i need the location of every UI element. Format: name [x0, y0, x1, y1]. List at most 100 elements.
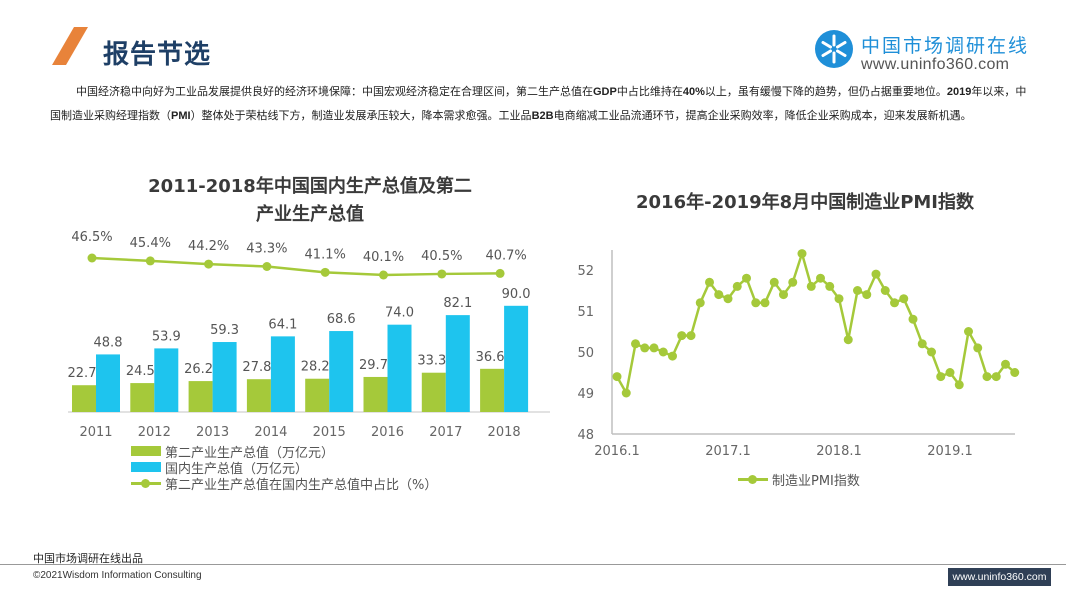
pmi-point [871, 269, 881, 279]
share-value-label: 40.1% [363, 250, 404, 265]
accent-slash-icon [52, 27, 88, 65]
share-point [87, 253, 97, 263]
bar-value-label: 29.7 [359, 358, 388, 373]
legend-item-secondary-industry: 第二产业生产总值（万亿元） [131, 443, 437, 461]
x-tick-label: 2016.1 [594, 444, 640, 459]
share-point [437, 269, 447, 279]
intro-paragraph: 中国经济稳中向好为工业品发展提供良好的经济环境保障：中国宏观经济稳定在合理区间，… [50, 85, 1027, 122]
pmi-point [788, 277, 798, 287]
pmi-point [1001, 359, 1010, 369]
bar-gdp [504, 305, 529, 412]
bar-gdp [212, 342, 237, 412]
share-point [145, 256, 155, 266]
bar-value-label: 24.5 [126, 364, 155, 379]
bar-gdp [154, 348, 179, 412]
share-point [262, 262, 272, 271]
pmi-line [615, 252, 1016, 395]
legend-item-pmi: 制造业PMI指数 [738, 471, 860, 489]
pmi-point [769, 277, 779, 287]
y-tick-label: 52 [577, 264, 594, 279]
pmi-point [760, 298, 770, 308]
pmi-point [723, 294, 733, 304]
pmi-legend: 制造业PMI指数 [738, 471, 860, 489]
bar-secondary-industry [130, 383, 155, 412]
pmi-point [954, 380, 964, 390]
footer-copyright: ©2021Wisdom Information Consulting [33, 570, 202, 581]
share-value-label: 45.4% [130, 236, 171, 251]
x-tick-label: 2015 [313, 425, 346, 440]
bar-value-label: 36.6 [476, 350, 505, 365]
gdp-chart-title: 2011-2018年中国国内生产总值及第二 产业生产总值 [148, 176, 472, 225]
share-value-label: 40.7% [485, 248, 526, 263]
bar-gdp [445, 315, 470, 412]
bar-value-label: 28.2 [301, 360, 330, 375]
pmi-point [843, 335, 853, 345]
bar-secondary-industry [421, 372, 446, 412]
legend-item-gdp: 国内生产总值（万亿元） [131, 459, 437, 477]
legend-swatch [131, 446, 161, 456]
bar-value-label: 48.8 [94, 335, 123, 350]
pmi-point [945, 368, 955, 377]
pmi-point [658, 347, 668, 357]
share-point [320, 267, 330, 277]
x-tick-label: 2017 [429, 425, 462, 440]
bar-gdp [96, 354, 120, 412]
bar-secondary-industry [188, 381, 213, 412]
x-tick-label: 2017.1 [705, 444, 751, 459]
pmi-point [991, 372, 1001, 382]
share-point [379, 270, 388, 280]
pmi-point [677, 331, 687, 341]
bar-gdp [387, 324, 412, 412]
pmi-point [917, 339, 927, 349]
bar-value-label: 82.1 [443, 296, 472, 311]
pmi-point [668, 351, 677, 361]
share-point [495, 268, 505, 278]
legend-item-share: 第二产业生产总值在国内生产总值中占比（%） [131, 475, 437, 493]
bar-secondary-industry [363, 376, 388, 412]
bar-value-label: 22.7 [68, 366, 97, 381]
share-line [91, 256, 501, 277]
bar-value-label: 74.0 [385, 306, 414, 321]
gdp-legend: 第二产业生产总值（万亿元） 国内生产总值（万亿元） 第二产业生产总值在国内生产总… [131, 443, 437, 493]
x-tick-label: 2019.1 [927, 444, 973, 459]
pmi-point [816, 273, 825, 283]
pmi-point [779, 290, 788, 300]
x-tick-label: 2012 [138, 425, 171, 440]
page-title: 报告节选 [103, 40, 212, 70]
pmi-point [732, 281, 742, 291]
legend-line-marker [131, 478, 161, 488]
pmi-point [853, 286, 862, 295]
y-tick-label: 51 [577, 305, 594, 320]
pmi-point [880, 286, 890, 295]
pmi-point [612, 372, 622, 382]
legend-line-marker [738, 474, 768, 484]
pmi-point [862, 290, 872, 300]
x-tick-label: 2011 [79, 425, 112, 440]
x-tick-label: 2018 [488, 425, 521, 440]
pmi-point [751, 298, 761, 308]
pmi-point [899, 294, 909, 304]
pmi-point [649, 343, 659, 353]
bar-secondary-industry [480, 368, 505, 412]
logo-name: 中国市场调研在线 [861, 35, 1030, 57]
pmi-point [964, 327, 973, 336]
pmi-point [890, 298, 899, 308]
pmi-point [825, 281, 835, 291]
footer-divider [0, 564, 1066, 565]
share-value-label: 40.5% [421, 249, 462, 264]
y-tick-label: 49 [577, 387, 594, 402]
bar-value-label: 53.9 [152, 329, 181, 344]
gdp-chart: 22.7 48.8 2011 24.5 53.9 2012 26.2 59.3 2013 27.8… [68, 230, 550, 440]
pmi-point [1010, 368, 1020, 377]
share-value-label: 41.1% [305, 247, 346, 262]
bar-value-label: 64.1 [268, 317, 297, 332]
y-tick-label: 50 [577, 346, 594, 361]
share-value-label: 43.3% [246, 242, 287, 257]
pmi-point [631, 339, 640, 349]
pmi-point [621, 388, 631, 398]
pmi-point [927, 347, 936, 357]
pmi-point [640, 343, 650, 353]
bar-secondary-industry [72, 385, 96, 412]
bar-value-label: 27.8 [242, 360, 271, 375]
logo-url: www.uninfo360.com [861, 56, 1010, 73]
